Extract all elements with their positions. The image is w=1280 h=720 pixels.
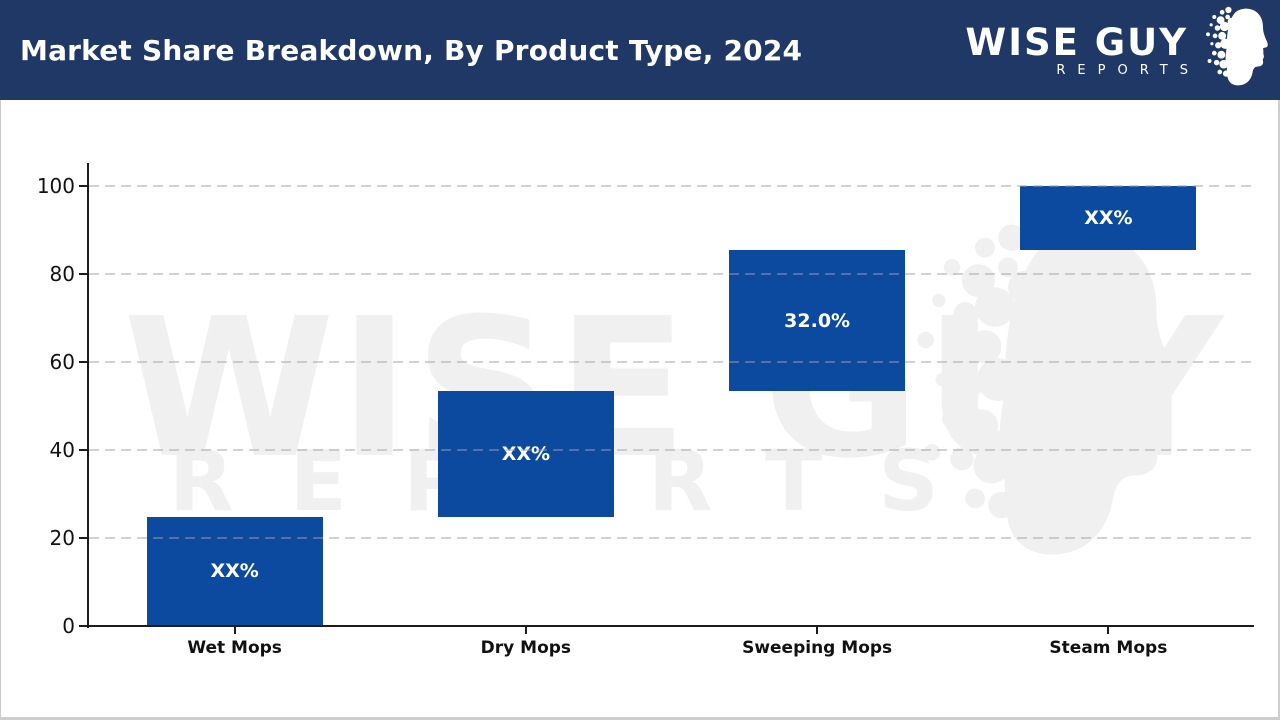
x-tick-mark [524,627,527,634]
bar-value-label: XX% [501,442,551,465]
gridline [89,448,1254,451]
plot: 0 20 40 60 80 100 XX% Wet Mops XX% Dry Mops 32.0% S… [1,100,1278,717]
bar-wet-mops: XX% [146,516,323,626]
gridline [89,536,1254,539]
x-tick-mark [233,627,236,634]
logo-subtext: REPORTS [1056,62,1200,78]
gridline [89,360,1254,363]
x-category-label: Steam Mops [1049,638,1168,658]
y-tick-mark [79,272,87,275]
x-category-label: Dry Mops [480,638,572,658]
logo-wordmark: WISE GUY [965,20,1188,64]
gridline [89,184,1254,187]
y-tick-mark [79,184,87,187]
y-tick-label: 100 [36,173,75,198]
x-tick-mark [1107,627,1110,634]
gridline [89,272,1254,275]
bar-steam-mops: XX% [1020,185,1197,251]
y-tick-label: 40 [49,437,75,462]
logo-head-icon [1190,6,1270,94]
y-tick-label: 80 [49,261,75,286]
y-tick-mark [79,448,87,451]
bar-value-label: 32.0% [784,309,851,332]
bar-value-label: XX% [210,560,259,583]
x-category-label: Sweeping Mops [742,638,893,658]
y-tick-mark [79,360,87,363]
logo-text: WISE GUY REPORTS [965,24,1188,77]
bar-dry-mops: XX% [437,391,614,517]
brand-logo: WISE GUY REPORTS [965,6,1270,94]
y-tick-label: 60 [49,349,75,374]
y-tick-label: 20 [49,525,75,550]
bar-value-label: XX% [1084,206,1133,229]
y-tick-mark [79,536,87,539]
y-tick-label: 0 [62,614,75,638]
header: Market Share Breakdown, By Product Type,… [0,0,1280,100]
chart-title: Market Share Breakdown, By Product Type,… [20,33,803,67]
x-tick-mark [816,627,819,634]
x-axis-line [87,625,1254,627]
y-axis-line [87,163,89,628]
x-category-label: Wet Mops [187,638,282,658]
bar-sweeping-mops: 32.0% [729,250,906,392]
y-tick-mark [79,625,87,627]
